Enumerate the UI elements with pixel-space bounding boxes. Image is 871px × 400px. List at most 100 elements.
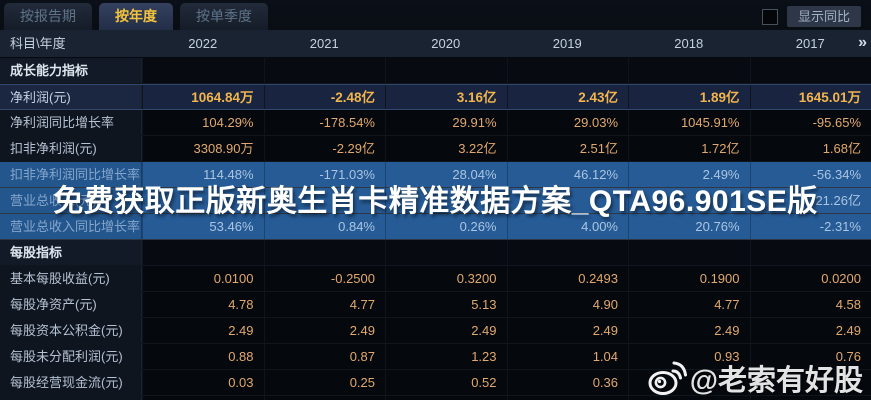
row-label: 成长能力指标	[0, 58, 142, 83]
cell-2021: 0.87	[263, 344, 385, 369]
cell-2022: 2.49	[142, 318, 264, 343]
cell-2019: 29.03%	[506, 110, 628, 135]
cell-2022: 104.29%	[142, 110, 264, 135]
cell-2017	[749, 58, 871, 83]
cell-2018: 1.72亿	[628, 136, 750, 161]
col-header-2019: 2019	[552, 36, 582, 51]
section-row: 每股指标	[0, 240, 871, 266]
cell-2021: 4.77	[263, 292, 385, 317]
table-header: 科目\年度 2022 2021 2020 2019 2018 2017 »	[0, 30, 871, 58]
cell-2022: 0.88	[142, 344, 264, 369]
cell-2022	[142, 240, 264, 265]
cell-2020: 1.23	[385, 344, 507, 369]
row-label: 营业总收入(元)	[0, 188, 142, 213]
cell-2021	[263, 396, 385, 400]
cell-2019: 46.12%	[506, 162, 628, 187]
row-label: 扣非净利润同比增长率	[0, 162, 142, 187]
cell-2019: 2.43亿	[506, 85, 628, 109]
cell-2021	[263, 58, 385, 83]
cell-2020: 0.3200	[385, 266, 507, 291]
cell-2022: 0.03	[142, 370, 264, 395]
cell-2017: 2.49	[749, 318, 871, 343]
compare-checkbox[interactable]	[761, 8, 778, 25]
section-row: 成长能力指标	[0, 58, 871, 84]
row-label: 净利润(元)	[0, 85, 142, 109]
cell-2018: 1.89亿	[628, 85, 750, 109]
cell-2017: 1645.01万	[749, 85, 871, 109]
tab-single-quarter[interactable]: 按单季度	[180, 3, 268, 30]
tab-by-year[interactable]: 按年度	[99, 3, 173, 30]
show-yoy-button[interactable]: 显示同比	[786, 6, 861, 27]
cell-2017	[749, 240, 871, 265]
cell-2020: 0.52	[385, 370, 507, 395]
cell-2021	[263, 188, 385, 213]
row-label: 扣非净利润(元)	[0, 136, 142, 161]
cell-2021: -171.03%	[263, 162, 385, 187]
cell-2020	[385, 396, 507, 400]
row-label: 每股资本公积金(元)	[0, 318, 142, 343]
cell-2022: 4.78	[142, 292, 264, 317]
table-row: 扣非净利润(元) 3308.90万 -2.29亿 3.22亿 2.51亿 1.72亿 1.6…	[0, 136, 871, 162]
cell-2022: 3308.90万	[142, 136, 264, 161]
cell-2020: 2.49	[385, 318, 507, 343]
scroll-more-icon[interactable]: »	[858, 34, 867, 51]
row-label: 每股指标	[0, 240, 142, 265]
cell-2019: 0.36	[506, 370, 628, 395]
row-label: 每股未分配利润(元)	[0, 344, 142, 369]
cell-2020: 0.26%	[385, 214, 507, 239]
col-header-2021: 2021	[309, 36, 339, 51]
cell-2017	[749, 396, 871, 400]
row-label: 每股净资产(元)	[0, 292, 142, 317]
table-body: 成长能力指标 净利润(元) 1064.84万 -2.48亿 3.16亿 2.43亿 1.89…	[0, 58, 871, 400]
cell-2022: 53.46%	[142, 214, 264, 239]
cell-2019	[506, 396, 628, 400]
cell-2021: 0.84%	[263, 214, 385, 239]
cell-2022: 114.48%	[142, 162, 264, 187]
cell-2020: 29.91%	[385, 110, 507, 135]
cell-2022	[142, 396, 264, 400]
cell-2021: -2.29亿	[263, 136, 385, 161]
cell-2021: -178.54%	[263, 110, 385, 135]
table-row: 每股资本公积金(元) 2.49 2.49 2.49 2.49 2.49 2.49	[0, 318, 871, 344]
cell-2019: 2.51亿	[506, 136, 628, 161]
cell-2019: 4.90	[506, 292, 628, 317]
row-label: 净利润同比增长率	[0, 110, 142, 135]
cell-2018: 4.77	[628, 292, 750, 317]
cell-2019: 2.49	[506, 318, 628, 343]
row-label	[0, 396, 142, 400]
cell-2022	[142, 58, 264, 83]
cell-2017: 4.58	[749, 292, 871, 317]
cell-2017: 1.68亿	[749, 136, 871, 161]
cell-2022	[142, 188, 264, 213]
cell-2022: 1064.84万	[142, 85, 264, 109]
tab-bar: 按报告期 按年度 按单季度 显示同比	[0, 0, 871, 30]
cell-2017: 21.26亿	[749, 188, 871, 213]
cell-2021: 2.49	[263, 318, 385, 343]
row-label: 基本每股收益(元)	[0, 266, 142, 291]
table-row: 净利润同比增长率 104.29% -178.54% 29.91% 29.03% 1045.…	[0, 110, 871, 136]
cell-2018	[628, 370, 750, 395]
cell-2018: 2.49	[628, 318, 750, 343]
cell-2019: 1.04	[506, 344, 628, 369]
table-row: 基本每股收益(元) 0.0100 -0.2500 0.3200 0.2493 0.1900…	[0, 266, 871, 292]
table-row: 每股未分配利润(元) 0.88 0.87 1.23 1.04 0.93 0.76	[0, 344, 871, 370]
table-row: 营业总收入(元) 21.26亿	[0, 188, 871, 214]
col-header-2018: 2018	[674, 36, 704, 51]
cell-2018: 0.93	[628, 344, 750, 369]
cell-2021: -0.2500	[263, 266, 385, 291]
cell-2022: 0.0100	[142, 266, 264, 291]
cell-2020	[385, 188, 507, 213]
cell-2021: 0.25	[263, 370, 385, 395]
cell-2017: -56.34%	[749, 162, 871, 187]
row-label: 营业总收入同比增长率	[0, 214, 142, 239]
cell-2018	[628, 58, 750, 83]
tab-report-period[interactable]: 按报告期	[4, 3, 92, 30]
cell-2019	[506, 240, 628, 265]
table-row: 扣非净利润同比增长率 114.48% -171.03% 28.04% 46.12% 2.4…	[0, 162, 871, 188]
row-label: 每股经营现金流(元)	[0, 370, 142, 395]
cell-2019: 4.00%	[506, 214, 628, 239]
cell-2020	[385, 58, 507, 83]
cell-2020: 5.13	[385, 292, 507, 317]
cell-2017	[749, 370, 871, 395]
